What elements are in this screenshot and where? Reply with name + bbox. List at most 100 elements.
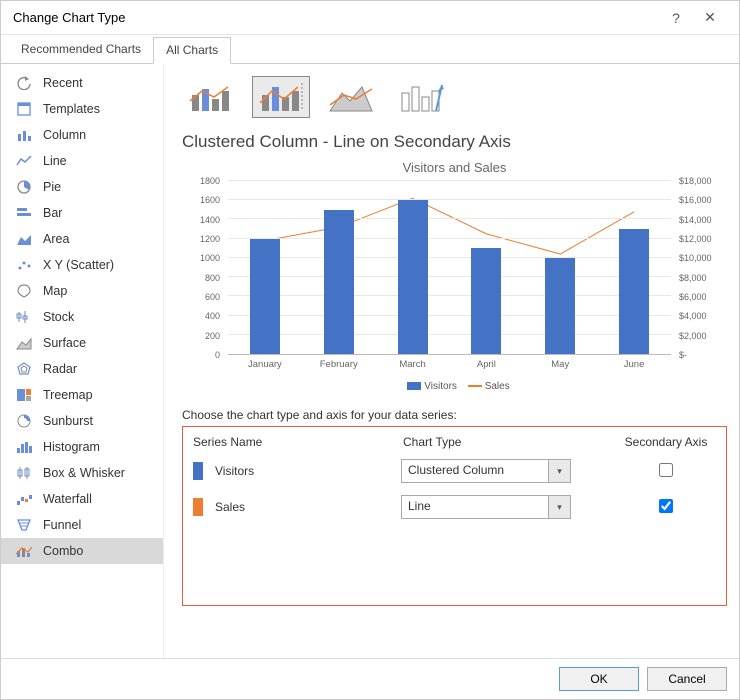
chevron-down-icon: ▾: [548, 496, 570, 518]
dropdown-label: Line: [402, 496, 548, 518]
sidebar-item-label: Waterfall: [43, 492, 92, 506]
sidebar-item-templates[interactable]: Templates: [1, 96, 163, 122]
subtype-row: [182, 72, 727, 126]
sidebar-item-surface[interactable]: Surface: [1, 330, 163, 356]
category-icon: [15, 491, 33, 507]
sidebar-item-sunburst[interactable]: Sunburst: [1, 408, 163, 434]
sidebar-item-line[interactable]: Line: [1, 148, 163, 174]
category-icon: [15, 413, 33, 429]
series-heading: Choose the chart type and axis for your …: [182, 408, 727, 422]
left-axis: 020040060080010001200140016001800: [188, 177, 224, 357]
category-icon: [15, 153, 33, 169]
right-axis: $-$2,000$4,000$6,000$8,000$10,000$12,000…: [675, 177, 721, 357]
sidebar-item-waterfall[interactable]: Waterfall: [1, 486, 163, 512]
sidebar-item-label: Surface: [43, 336, 86, 350]
window-title: Change Chart Type: [13, 10, 126, 25]
category-icon: [15, 517, 33, 533]
sidebar-item-histogram[interactable]: Histogram: [1, 434, 163, 460]
sidebar-item-x-y-scatter-[interactable]: X Y (Scatter): [1, 252, 163, 278]
plot-area: [228, 181, 671, 355]
category-icon: [15, 257, 33, 273]
sidebar-item-area[interactable]: Area: [1, 226, 163, 252]
ok-button[interactable]: OK: [559, 667, 639, 691]
subtype-1[interactable]: [182, 76, 240, 118]
title-bar: Change Chart Type ? ✕: [1, 1, 739, 35]
sidebar-item-label: Recent: [43, 76, 83, 90]
category-icon: [15, 309, 33, 325]
dialog-footer: OK Cancel: [1, 658, 739, 699]
series-row-visitors: VisitorsClustered Column▾: [193, 459, 716, 483]
category-icon: [15, 335, 33, 351]
series-name: Sales: [215, 500, 401, 514]
close-button[interactable]: ✕: [693, 9, 727, 26]
subtype-2[interactable]: [252, 76, 310, 118]
sidebar-item-label: Line: [43, 154, 67, 168]
bar-january: [250, 239, 280, 354]
tab-recommended[interactable]: Recommended Charts: [9, 37, 153, 63]
col-chart-type: Chart Type: [403, 435, 616, 449]
sidebar-item-box-whisker[interactable]: Box & Whisker: [1, 460, 163, 486]
main-panel: Clustered Column - Line on Secondary Axi…: [164, 64, 739, 658]
category-icon: [15, 283, 33, 299]
sidebar-item-combo[interactable]: Combo: [1, 538, 163, 564]
category-icon: [15, 205, 33, 221]
sidebar-item-column[interactable]: Column: [1, 122, 163, 148]
chart-type-dropdown[interactable]: Clustered Column▾: [401, 459, 571, 483]
sidebar-item-label: Templates: [43, 102, 100, 116]
sidebar-item-label: Radar: [43, 362, 77, 376]
secondary-axis-checkbox[interactable]: [659, 463, 673, 477]
sidebar-item-label: Column: [43, 128, 86, 142]
subtype-3[interactable]: [322, 76, 380, 118]
series-panel: Series Name Chart Type Secondary Axis Vi…: [182, 426, 727, 606]
col-secondary-axis: Secondary Axis: [616, 435, 716, 449]
dropdown-label: Clustered Column: [402, 460, 548, 482]
sidebar-item-label: Treemap: [43, 388, 93, 402]
legend-swatch-visitors: [407, 382, 421, 390]
series-row-sales: SalesLine▾: [193, 495, 716, 519]
category-icon: [15, 439, 33, 455]
sidebar-item-label: Histogram: [43, 440, 100, 454]
sidebar-item-label: Stock: [43, 310, 74, 324]
chart-preview: Visitors and Sales 020040060080010001200…: [182, 156, 727, 398]
category-icon: [15, 231, 33, 247]
series-color-swatch: [193, 498, 203, 516]
bar-april: [471, 248, 501, 354]
category-icon: [15, 543, 33, 559]
category-icon: [15, 387, 33, 403]
sidebar-item-label: X Y (Scatter): [43, 258, 114, 272]
category-icon: [15, 465, 33, 481]
sidebar-item-pie[interactable]: Pie: [1, 174, 163, 200]
sidebar-item-label: Pie: [43, 180, 61, 194]
sidebar-item-funnel[interactable]: Funnel: [1, 512, 163, 538]
category-icon: [15, 179, 33, 195]
sidebar-item-label: Area: [43, 232, 69, 246]
chart-legend: Visitors Sales: [188, 381, 721, 392]
sidebar-item-map[interactable]: Map: [1, 278, 163, 304]
bar-march: [398, 200, 428, 354]
tab-strip: Recommended Charts All Charts: [1, 37, 739, 64]
cancel-button[interactable]: Cancel: [647, 667, 727, 691]
chart-type-dropdown[interactable]: Line▾: [401, 495, 571, 519]
sidebar-item-stock[interactable]: Stock: [1, 304, 163, 330]
secondary-axis-checkbox[interactable]: [659, 499, 673, 513]
category-icon: [15, 75, 33, 91]
tab-all-charts[interactable]: All Charts: [153, 37, 231, 64]
category-icon: [15, 101, 33, 117]
category-icon: [15, 361, 33, 377]
sidebar-item-radar[interactable]: Radar: [1, 356, 163, 382]
subtype-title: Clustered Column - Line on Secondary Axi…: [182, 132, 727, 152]
sidebar-item-bar[interactable]: Bar: [1, 200, 163, 226]
subtype-4[interactable]: [392, 76, 450, 118]
sidebar-item-recent[interactable]: Recent: [1, 70, 163, 96]
sidebar-item-label: Map: [43, 284, 67, 298]
series-color-swatch: [193, 462, 203, 480]
category-icon: [15, 127, 33, 143]
bar-february: [324, 210, 354, 354]
chart-title: Visitors and Sales: [188, 160, 721, 175]
sidebar-item-label: Box & Whisker: [43, 466, 125, 480]
x-axis-labels: JanuaryFebruaryMarchAprilMayJune: [228, 359, 671, 377]
series-name: Visitors: [215, 464, 401, 478]
sidebar-item-treemap[interactable]: Treemap: [1, 382, 163, 408]
bar-june: [619, 229, 649, 354]
help-button[interactable]: ?: [659, 10, 693, 26]
